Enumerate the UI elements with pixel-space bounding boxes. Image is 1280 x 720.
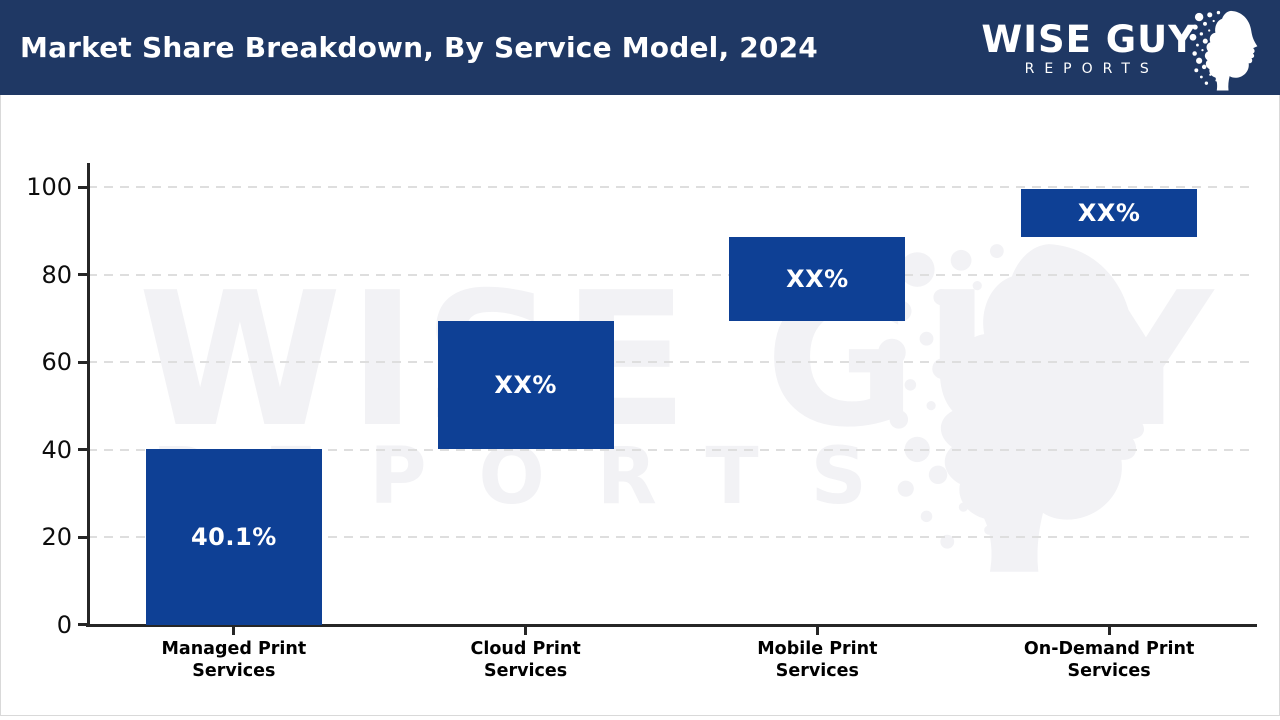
x-category-label-line: Mobile Print — [757, 639, 878, 659]
x-category-label-line: Services — [192, 660, 276, 681]
x-tick-mark — [524, 627, 528, 635]
x-category-label: Managed Print Services — [104, 639, 364, 683]
bar-value-label: XX% — [786, 265, 849, 294]
x-category-label-line: Services — [484, 660, 568, 681]
bar-segment: 40.1% — [145, 449, 322, 625]
brand-face-icon — [1188, 7, 1264, 91]
y-tick-label: 40 — [41, 435, 72, 464]
y-tick-mark — [78, 185, 87, 189]
brand-name: WISE GUY — [981, 18, 1196, 61]
bar-segment: XX% — [729, 237, 906, 322]
y-tick-label: 60 — [41, 348, 72, 376]
x-tick-mark — [232, 627, 236, 635]
bar-segment: XX% — [1021, 188, 1198, 238]
y-gridline — [88, 361, 1255, 363]
y-tick-mark — [78, 623, 87, 626]
x-axis-line — [86, 623, 1257, 627]
y-tick-label: 80 — [41, 260, 72, 289]
x-category-label-line: Services — [775, 660, 859, 681]
y-tick-mark — [78, 535, 87, 539]
bar-value-label: 40.1% — [190, 522, 277, 551]
header-bar: Market Share Breakdown, By Service Model… — [0, 0, 1280, 95]
x-category-label-line: On-Demand Print — [1023, 639, 1195, 659]
y-tick-label: 20 — [41, 523, 72, 551]
brand-logo: WISE GUY REPORTS — [981, 6, 1264, 92]
y-gridline — [88, 448, 1255, 451]
y-tick-mark — [78, 273, 87, 276]
y-tick-label: 100 — [26, 173, 72, 201]
x-category-label-line: Managed Print — [161, 639, 307, 659]
bar-value-label: XX% — [494, 371, 557, 400]
brand-logo-text: WISE GUY REPORTS — [981, 21, 1196, 77]
y-tick-mark — [78, 360, 87, 364]
x-tick-mark — [815, 627, 819, 635]
x-category-label: On-Demand Print Services — [979, 639, 1239, 683]
x-category-label-line: Services — [1067, 660, 1151, 681]
y-gridline — [88, 186, 1255, 188]
x-tick-mark — [1107, 627, 1111, 635]
y-gridline — [88, 536, 1255, 538]
y-tick-label: 0 — [56, 610, 72, 639]
y-axis-line — [87, 163, 90, 627]
x-category-label: Cloud Print Services — [396, 639, 656, 683]
y-tick-mark — [78, 448, 87, 451]
bar-value-label: XX% — [1077, 199, 1141, 228]
brand-subname: REPORTS — [1024, 61, 1159, 77]
chart-title: Market Share Breakdown, By Service Model… — [20, 31, 818, 64]
bar-segment: XX% — [437, 321, 614, 450]
x-category-label: Mobile Print Services — [687, 639, 947, 683]
x-category-label-line: Cloud Print — [470, 639, 581, 659]
y-gridline — [88, 273, 1255, 276]
